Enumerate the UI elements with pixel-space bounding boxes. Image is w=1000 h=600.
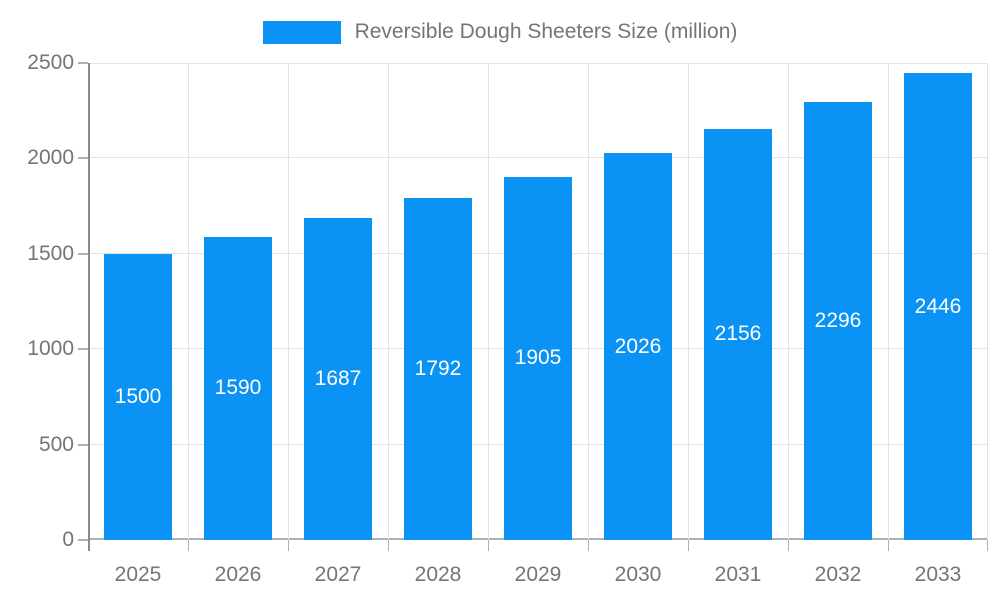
y-axis-tick bbox=[78, 348, 88, 351]
gridline-vertical bbox=[987, 63, 988, 540]
x-tick-label: 2026 bbox=[214, 563, 262, 586]
bar-value-label: 2026 bbox=[614, 334, 662, 358]
gridline-vertical bbox=[488, 63, 489, 540]
x-axis-tick bbox=[788, 540, 789, 551]
y-axis-tick bbox=[78, 252, 88, 255]
x-tick-label: 2030 bbox=[614, 563, 662, 586]
y-tick-label: 500 bbox=[38, 432, 74, 456]
y-tick-label: 1500 bbox=[27, 241, 74, 265]
legend-swatch-icon bbox=[262, 20, 341, 44]
legend-item[interactable]: Reversible Dough Sheeters Size (million) bbox=[0, 20, 1000, 44]
bar-value-label: 1687 bbox=[314, 367, 362, 391]
gridline-vertical bbox=[588, 63, 589, 540]
y-tick-label: 1000 bbox=[27, 337, 74, 361]
x-tick-label: 2028 bbox=[414, 563, 462, 586]
plot-area: 0 500 1000 1500 2000 2500 1500 2025 1590 2026 1687… bbox=[27, 51, 988, 586]
gridline-vertical bbox=[288, 63, 289, 540]
x-tick-label: 2027 bbox=[314, 563, 362, 586]
x-tick-label: 2025 bbox=[114, 563, 162, 586]
x-axis-tick bbox=[987, 540, 988, 551]
gridline-vertical bbox=[688, 63, 689, 540]
x-tick-label: 2029 bbox=[514, 563, 562, 586]
y-axis-tick bbox=[78, 62, 88, 64]
y-tick-label: 2500 bbox=[27, 51, 74, 74]
bar-value-label: 2296 bbox=[814, 308, 862, 332]
y-axis-tick bbox=[78, 539, 88, 541]
gridline-vertical bbox=[188, 63, 189, 540]
gridline-vertical bbox=[888, 63, 889, 540]
x-tick-label: 2032 bbox=[814, 563, 862, 586]
bar-value-label: 2446 bbox=[914, 294, 962, 318]
bar[interactable]: 2296 bbox=[804, 101, 872, 540]
x-axis-tick bbox=[688, 540, 689, 551]
x-axis-tick bbox=[188, 540, 189, 551]
bar[interactable]: 2026 bbox=[604, 153, 672, 540]
bar[interactable]: 1792 bbox=[404, 198, 472, 540]
bar[interactable]: 1500 bbox=[104, 253, 172, 540]
gridline-horizontal bbox=[88, 63, 988, 64]
bar[interactable]: 1590 bbox=[204, 236, 272, 540]
gridline-vertical bbox=[788, 63, 789, 540]
bar-value-label: 1500 bbox=[114, 384, 162, 408]
bar[interactable]: 2156 bbox=[704, 128, 772, 540]
bar[interactable]: 1687 bbox=[304, 218, 372, 540]
x-axis-tick bbox=[88, 540, 90, 551]
bar-value-label: 1590 bbox=[214, 376, 262, 400]
y-axis-line bbox=[88, 63, 90, 540]
gridline-horizontal bbox=[88, 157, 988, 159]
gridline-vertical bbox=[388, 63, 389, 540]
x-tick-label: 2033 bbox=[914, 563, 962, 586]
bar-value-label: 2156 bbox=[714, 322, 762, 346]
x-axis-tick bbox=[588, 540, 589, 551]
y-tick-label: 2000 bbox=[27, 146, 74, 170]
y-axis-tick bbox=[78, 443, 88, 446]
x-axis-tick bbox=[288, 540, 289, 551]
bar-value-label: 1905 bbox=[514, 346, 562, 370]
x-axis-tick bbox=[388, 540, 389, 551]
y-tick-label: 0 bbox=[62, 528, 74, 551]
bar[interactable]: 2446 bbox=[904, 73, 972, 540]
bar[interactable]: 1905 bbox=[504, 176, 572, 540]
x-tick-label: 2031 bbox=[714, 563, 762, 586]
y-axis-tick bbox=[78, 157, 88, 160]
legend-label: Reversible Dough Sheeters Size (million) bbox=[354, 20, 738, 43]
x-axis-tick bbox=[488, 540, 489, 551]
bar-value-label: 1792 bbox=[414, 357, 462, 381]
x-axis-tick bbox=[888, 540, 889, 551]
